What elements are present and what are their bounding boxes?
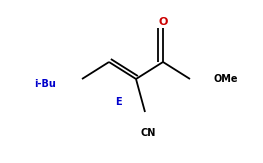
Text: i-Bu: i-Bu	[34, 79, 56, 89]
Text: E: E	[115, 97, 121, 107]
Text: O: O	[158, 17, 168, 27]
Text: OMe: OMe	[213, 74, 237, 84]
Text: CN: CN	[140, 128, 156, 138]
